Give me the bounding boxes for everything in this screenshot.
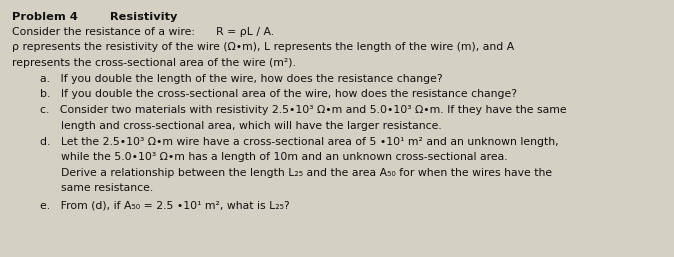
Text: Consider the resistance of a wire:      R = ρL / A.: Consider the resistance of a wire: R = ρ…	[12, 27, 274, 37]
Text: Resistivity: Resistivity	[94, 12, 178, 22]
Text: a.   If you double the length of the wire, how does the resistance change?: a. If you double the length of the wire,…	[40, 74, 443, 84]
Text: same resistance.: same resistance.	[40, 183, 154, 193]
Text: d.   Let the 2.5•10³ Ω•m wire have a cross-sectional area of 5 •10¹ m² and an un: d. Let the 2.5•10³ Ω•m wire have a cross…	[40, 137, 559, 147]
Text: while the 5.0•10³ Ω•m has a length of 10m and an unknown cross-sectional area.: while the 5.0•10³ Ω•m has a length of 10…	[40, 152, 508, 162]
Text: b.   If you double the cross-sectional area of the wire, how does the resistance: b. If you double the cross-sectional are…	[40, 89, 518, 99]
Text: ρ represents the resistivity of the wire (Ω•m), L represents the length of the w: ρ represents the resistivity of the wire…	[12, 42, 514, 52]
Text: e.   From (d), if A₅₀ = 2.5 •10¹ m², what is L₂₅?: e. From (d), if A₅₀ = 2.5 •10¹ m², what …	[40, 200, 290, 210]
Text: represents the cross-sectional area of the wire (m²).: represents the cross-sectional area of t…	[12, 58, 296, 68]
Text: c.   Consider two materials with resistivity 2.5•10³ Ω•m and 5.0•10³ Ω•m. If the: c. Consider two materials with resistivi…	[40, 105, 567, 115]
Text: Problem 4: Problem 4	[12, 12, 78, 22]
Text: Derive a relationship between the length L₂₅ and the area A₅₀ for when the wires: Derive a relationship between the length…	[40, 168, 553, 178]
Text: length and cross-sectional area, which will have the larger resistance.: length and cross-sectional area, which w…	[40, 121, 442, 131]
